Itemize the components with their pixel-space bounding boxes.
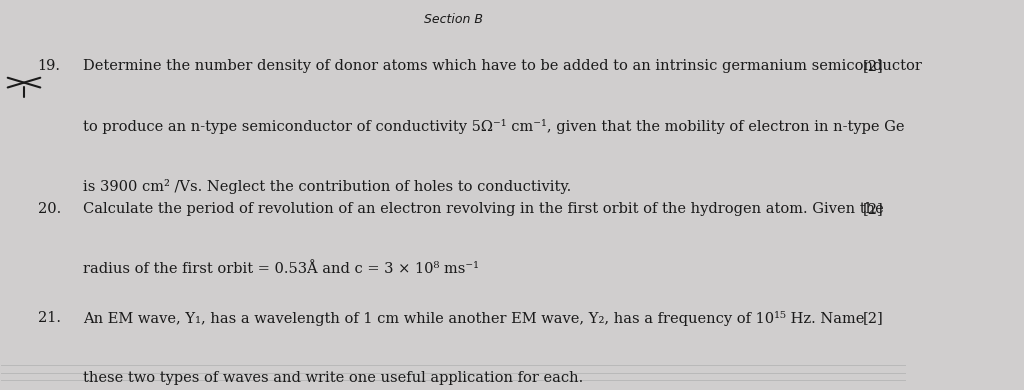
Text: Section B: Section B bbox=[424, 13, 483, 26]
Text: radius of the first orbit = 0.53Å and c = 3 × 10⁸ ms⁻¹: radius of the first orbit = 0.53Å and c … bbox=[83, 262, 479, 277]
Text: Determine the number density of donor atoms which have to be added to an intrins: Determine the number density of donor at… bbox=[83, 59, 922, 73]
Text: An EM wave, Y₁, has a wavelength of 1 cm while another EM wave, Y₂, has a freque: An EM wave, Y₁, has a wavelength of 1 cm… bbox=[83, 311, 864, 326]
Text: Calculate the period of revolution of an electron revolving in the first orbit o: Calculate the period of revolution of an… bbox=[83, 202, 884, 216]
Text: 20.: 20. bbox=[38, 202, 60, 216]
Text: to produce an n-type semiconductor of conductivity 5Ω⁻¹ cm⁻¹, given that the mob: to produce an n-type semiconductor of co… bbox=[83, 119, 904, 134]
Text: [2]: [2] bbox=[862, 202, 884, 216]
Text: [2]: [2] bbox=[862, 311, 884, 325]
Text: 21.: 21. bbox=[38, 311, 60, 325]
Text: is 3900 cm² /Vs. Neglect the contribution of holes to conductivity.: is 3900 cm² /Vs. Neglect the contributio… bbox=[83, 179, 571, 194]
Text: 19.: 19. bbox=[38, 59, 60, 73]
Text: these two types of waves and write one useful application for each.: these two types of waves and write one u… bbox=[83, 371, 583, 385]
Text: [2]: [2] bbox=[862, 59, 884, 73]
